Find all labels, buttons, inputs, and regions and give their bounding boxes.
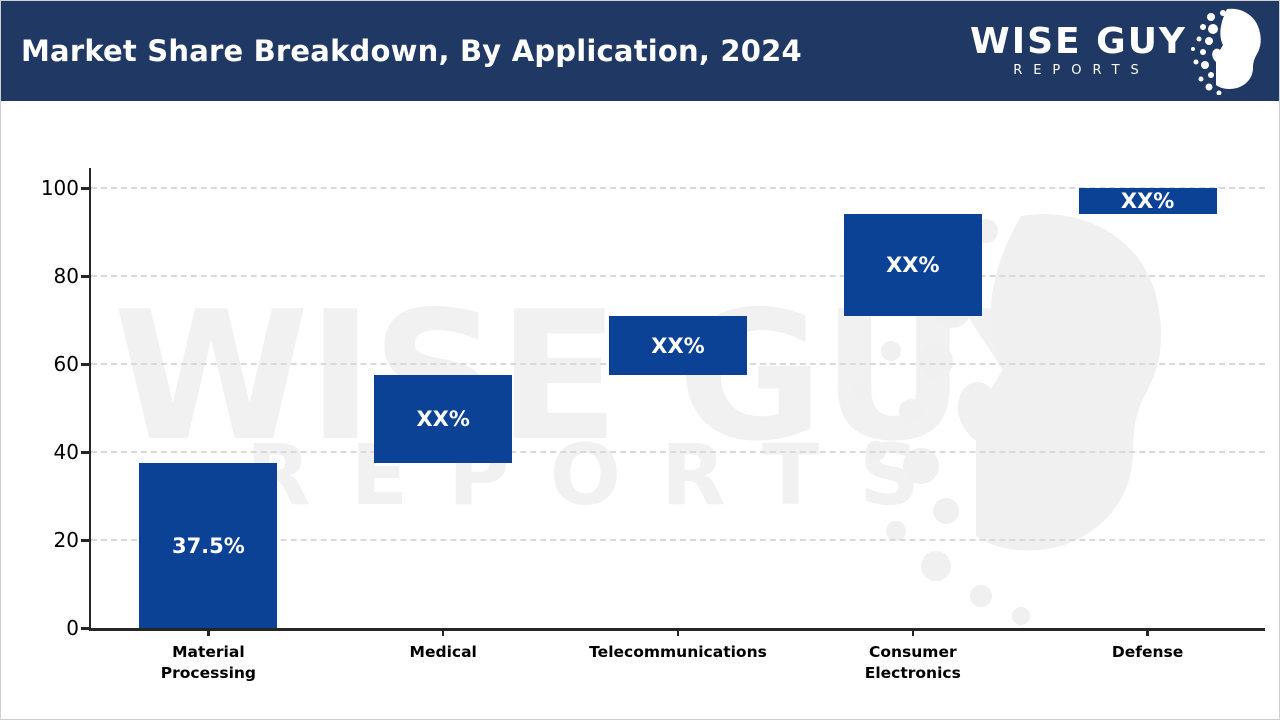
x-label-medical: Medical	[409, 643, 477, 661]
y-tick-label-100: 100	[40, 176, 79, 200]
bar-consumer-electronics: XX%	[843, 214, 982, 317]
x-label-consumer-electronics: Consumer Electronics	[864, 643, 961, 683]
x-tick-mark-medical	[441, 628, 445, 636]
gridline-80	[91, 275, 1265, 277]
y-tick-mark-100	[81, 187, 89, 190]
gridline-20	[91, 539, 1265, 541]
gridline-100	[91, 187, 1265, 189]
logo-face-icon	[1191, 8, 1261, 95]
wise-guy-logo: WISE GUY REPORTS	[970, 7, 1263, 95]
bar-value-label-material-processing: 37.5%	[171, 533, 245, 558]
watermark-subtitle: REPORTS	[246, 426, 960, 524]
y-tick-label-60: 60	[53, 352, 79, 376]
y-tick-label-20: 20	[53, 528, 79, 552]
logo-wordmark: WISE GUY	[969, 21, 1187, 62]
bar-medical: XX%	[374, 375, 513, 463]
bar-value-label-defense: XX%	[1120, 189, 1175, 214]
bar-telecommunications: XX%	[609, 316, 747, 375]
y-tick-label-0: 0	[66, 616, 79, 640]
x-label-telecommunications: Telecommunications	[589, 643, 767, 661]
logo-subtitle: REPORTS	[1013, 63, 1150, 78]
x-label-material-processing: Material Processing	[160, 643, 257, 683]
bar-material-processing: 37.5%	[139, 463, 278, 628]
y-tick-label-40: 40	[53, 440, 79, 464]
x-tick-mark-consumer-electronics	[911, 628, 915, 636]
y-tick-mark-60	[81, 363, 89, 366]
y-tick-label-80: 80	[53, 264, 79, 288]
bar-value-label-telecommunications: XX%	[651, 333, 705, 358]
logo-text: WISE GUY REPORTS	[969, 21, 1187, 79]
gridline-40	[91, 451, 1265, 453]
page-title: Market Share Breakdown, By Application, …	[21, 34, 802, 68]
x-tick-mark-defense	[1146, 628, 1149, 636]
x-label-defense: Defense	[1111, 643, 1184, 661]
plot-area: 0 20 40 60 80 100 37.5% Material Processing XX% M…	[41, 168, 1265, 682]
y-tick-mark-40	[81, 451, 89, 454]
bar-value-label-consumer-electronics: XX%	[886, 253, 940, 278]
bar-value-label-medical: XX%	[416, 407, 470, 431]
y-tick-mark-0	[81, 627, 89, 630]
x-tick-mark-telecommunications	[676, 628, 680, 636]
bar-defense: XX%	[1078, 188, 1217, 215]
y-tick-mark-80	[81, 275, 89, 278]
y-tick-mark-20	[81, 539, 89, 542]
header: Market Share Breakdown, By Application, …	[1, 1, 1279, 101]
x-tick-mark-material-processing	[207, 628, 210, 636]
